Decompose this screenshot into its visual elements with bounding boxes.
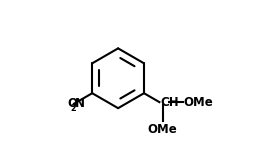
Text: OMe: OMe (183, 96, 213, 109)
Text: OMe: OMe (148, 123, 178, 136)
Text: N: N (75, 97, 85, 110)
Text: 2: 2 (70, 104, 76, 113)
Text: O: O (67, 97, 77, 110)
Text: CH: CH (160, 96, 179, 109)
